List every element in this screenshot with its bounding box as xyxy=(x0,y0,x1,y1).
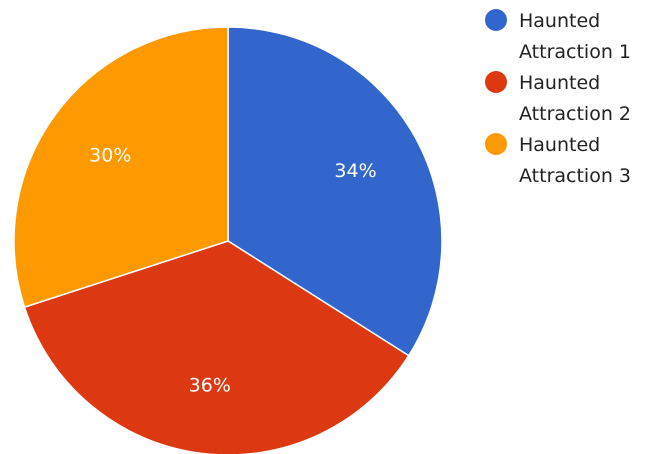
legend-item-haunted-attraction-1[interactable]: Haunted Attraction 1 xyxy=(485,6,653,68)
legend-swatch-3 xyxy=(485,133,507,155)
chart-legend: Haunted Attraction 1 Haunted Attraction … xyxy=(485,6,653,192)
legend-label-3: Haunted Attraction 3 xyxy=(519,130,653,192)
pie-slice-label-3: 30% xyxy=(89,144,131,166)
legend-label-1-line2: Attraction 1 xyxy=(519,41,631,63)
legend-label-3-line1: Haunted xyxy=(519,134,601,156)
pie-slice-1[interactable] xyxy=(227,26,443,357)
pie-slice-3[interactable] xyxy=(13,26,229,309)
legend-swatch-1 xyxy=(485,9,507,31)
legend-label-1: Haunted Attraction 1 xyxy=(519,6,653,68)
pie-slice-labels: 34% 36% 30% xyxy=(89,144,376,396)
pie-slice-2[interactable] xyxy=(23,240,410,454)
pie-slices xyxy=(13,26,443,454)
legend-label-2: Haunted Attraction 2 xyxy=(519,68,653,130)
pie-slice-label-2: 36% xyxy=(189,374,231,396)
legend-label-1-line1: Haunted xyxy=(519,10,601,32)
legend-label-2-line1: Haunted xyxy=(519,72,601,94)
legend-label-2-line2: Attraction 2 xyxy=(519,103,631,125)
legend-swatch-2 xyxy=(485,71,507,93)
legend-item-haunted-attraction-3[interactable]: Haunted Attraction 3 xyxy=(485,130,653,192)
legend-label-3-line2: Attraction 3 xyxy=(519,165,631,187)
pie-slice-label-1: 34% xyxy=(334,160,376,182)
legend-item-haunted-attraction-2[interactable]: Haunted Attraction 2 xyxy=(485,68,653,130)
